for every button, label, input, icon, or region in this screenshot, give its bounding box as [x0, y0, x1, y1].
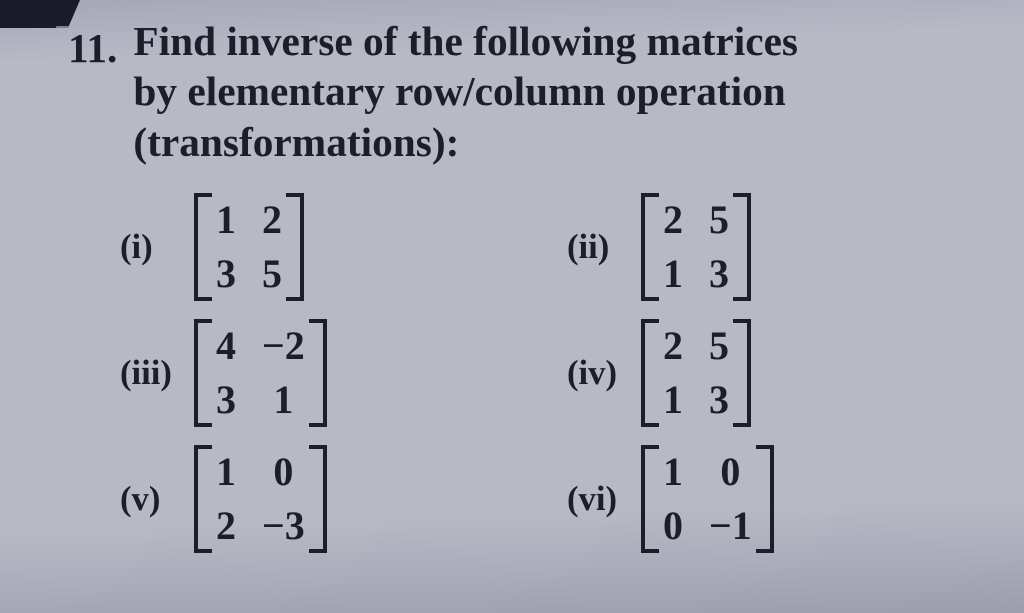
bracket-right: [286, 193, 304, 301]
matrix-cell: 2: [663, 325, 683, 367]
matrix-grid: 100−1: [659, 445, 756, 553]
matrix-item: (i) 1235: [120, 193, 507, 301]
matrix-cell: 4: [216, 325, 236, 367]
matrix-cell: 0: [273, 451, 293, 493]
item-label: (vi): [567, 480, 625, 519]
question-line-3: (transformations):: [133, 119, 459, 165]
matrix-cell: 3: [216, 379, 236, 421]
matrix-cell: −3: [262, 505, 305, 547]
matrix: 2513: [641, 319, 751, 427]
page-corner-decoration: [0, 0, 80, 28]
bracket-right: [309, 445, 327, 553]
matrix-cell: 2: [262, 199, 282, 241]
matrix-item: (iii) 4 −2 31: [120, 319, 507, 427]
matrix-cell: −1: [709, 505, 752, 547]
matrix: 4 −2 31: [194, 319, 327, 427]
matrix-cell: 2: [663, 199, 683, 241]
question-text: Find inverse of the following matrices b…: [133, 16, 798, 167]
bracket-right: [309, 319, 327, 427]
question-line-1: Find inverse of the following matrices: [133, 18, 798, 64]
item-label: (iv): [567, 354, 625, 393]
matrix-cell: −2: [262, 325, 305, 367]
matrix: 2513: [641, 193, 751, 301]
matrix-cell: 3: [709, 379, 729, 421]
matrix-cell: 5: [709, 199, 729, 241]
matrix-grid: 2513: [659, 193, 733, 301]
matrix-grid: 2513: [659, 319, 733, 427]
matrix-item: (vi)100−1: [567, 445, 954, 553]
page: 11. Find inverse of the following matric…: [0, 0, 1024, 613]
matrix-cell: 3: [216, 253, 236, 295]
bracket-left: [194, 193, 212, 301]
matrix-list: (i)1235(ii)2513(iii)4−231(iv)2513(v)102−…: [120, 193, 954, 553]
matrix-grid: 4 −2 31: [212, 319, 309, 427]
matrix-cell: 1: [216, 451, 236, 493]
item-label: (i): [120, 228, 178, 267]
question-block: 11. Find inverse of the following matric…: [30, 6, 994, 167]
bracket-left: [194, 445, 212, 553]
matrix-cell: 5: [709, 325, 729, 367]
bracket-right: [756, 445, 774, 553]
matrix-cell: 5: [262, 253, 282, 295]
matrix-item: (ii) 2513: [567, 193, 954, 301]
matrix-cell: 3: [709, 253, 729, 295]
item-label: (v): [120, 480, 178, 519]
bracket-right: [733, 193, 751, 301]
bracket-left: [641, 445, 659, 553]
matrix-grid: 1235: [212, 193, 286, 301]
matrix-cell: 1: [663, 451, 683, 493]
bracket-left: [641, 319, 659, 427]
item-label: (ii): [567, 228, 625, 267]
bracket-left: [641, 193, 659, 301]
question-number: 11.: [68, 24, 117, 72]
bracket-left: [194, 319, 212, 427]
matrix-cell: 1: [663, 379, 683, 421]
matrix-grid: 102 −3: [212, 445, 309, 553]
matrix-item: (v) 102 −3: [120, 445, 507, 553]
matrix-cell: 2: [216, 505, 236, 547]
question-line-2: by elementary row/column operation: [133, 68, 785, 114]
matrix-cell: 0: [720, 451, 740, 493]
matrix: 1235: [194, 193, 304, 301]
item-label: (iii): [120, 354, 178, 393]
bracket-right: [733, 319, 751, 427]
matrix-item: (iv) 2513: [567, 319, 954, 427]
matrix-cell: 1: [663, 253, 683, 295]
matrix-cell: 1: [216, 199, 236, 241]
matrix-cell: 1: [273, 379, 293, 421]
matrix-cell: 0: [663, 505, 683, 547]
matrix: 102 −3: [194, 445, 327, 553]
matrix: 100−1: [641, 445, 774, 553]
